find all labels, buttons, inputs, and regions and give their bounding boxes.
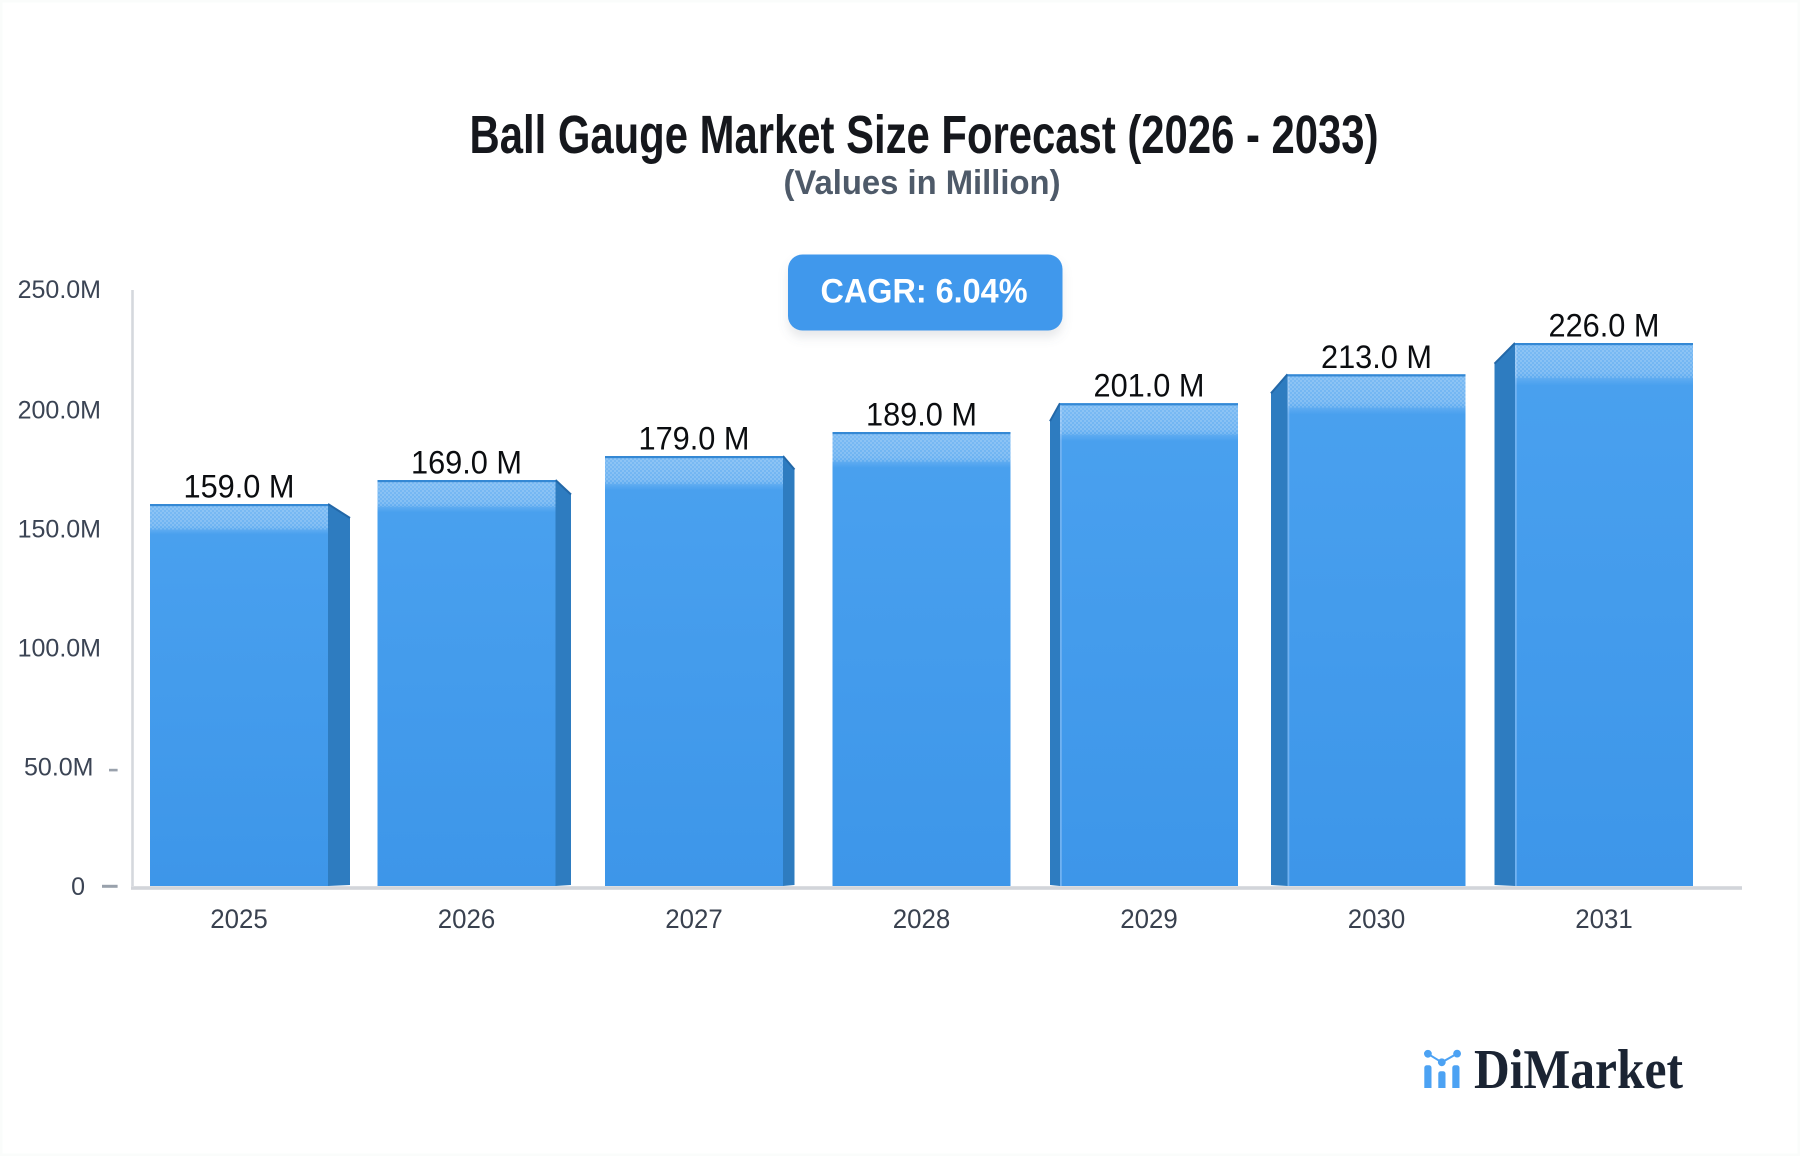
svg-text:250.0M: 250.0M (18, 276, 101, 304)
svg-text:213.0 M: 213.0 M (1321, 339, 1432, 375)
svg-text:2026: 2026 (438, 904, 496, 934)
svg-text:150.0M: 150.0M (18, 516, 101, 544)
svg-text:100.0M: 100.0M (18, 635, 101, 663)
svg-text:189.0 M: 189.0 M (866, 397, 977, 433)
svg-text:179.0 M: 179.0 M (639, 421, 750, 457)
svg-text:CAGR: 6.04%: CAGR: 6.04% (821, 273, 1028, 311)
svg-text:DiMarket: DiMarket (1474, 1039, 1683, 1101)
svg-text:159.0 M: 159.0 M (184, 469, 295, 505)
svg-text:2027: 2027 (665, 904, 723, 934)
svg-text:Ball Gauge Market Size Forecas: Ball Gauge Market Size Forecast (2026 - … (470, 105, 1379, 165)
svg-text:2029: 2029 (1120, 904, 1178, 934)
svg-text:226.0 M: 226.0 M (1549, 308, 1660, 344)
svg-text:201.0 M: 201.0 M (1094, 368, 1205, 404)
svg-text:0: 0 (71, 873, 85, 901)
svg-text:(Values in Million): (Values in Million) (784, 164, 1061, 202)
svg-text:2030: 2030 (1348, 904, 1406, 934)
svg-text:200.0M: 200.0M (18, 397, 101, 425)
svg-text:2028: 2028 (893, 904, 951, 934)
svg-text:2025: 2025 (210, 904, 268, 934)
svg-text:50.0M: 50.0M (24, 753, 93, 781)
svg-text:169.0 M: 169.0 M (411, 445, 522, 481)
svg-text:2031: 2031 (1575, 904, 1633, 934)
